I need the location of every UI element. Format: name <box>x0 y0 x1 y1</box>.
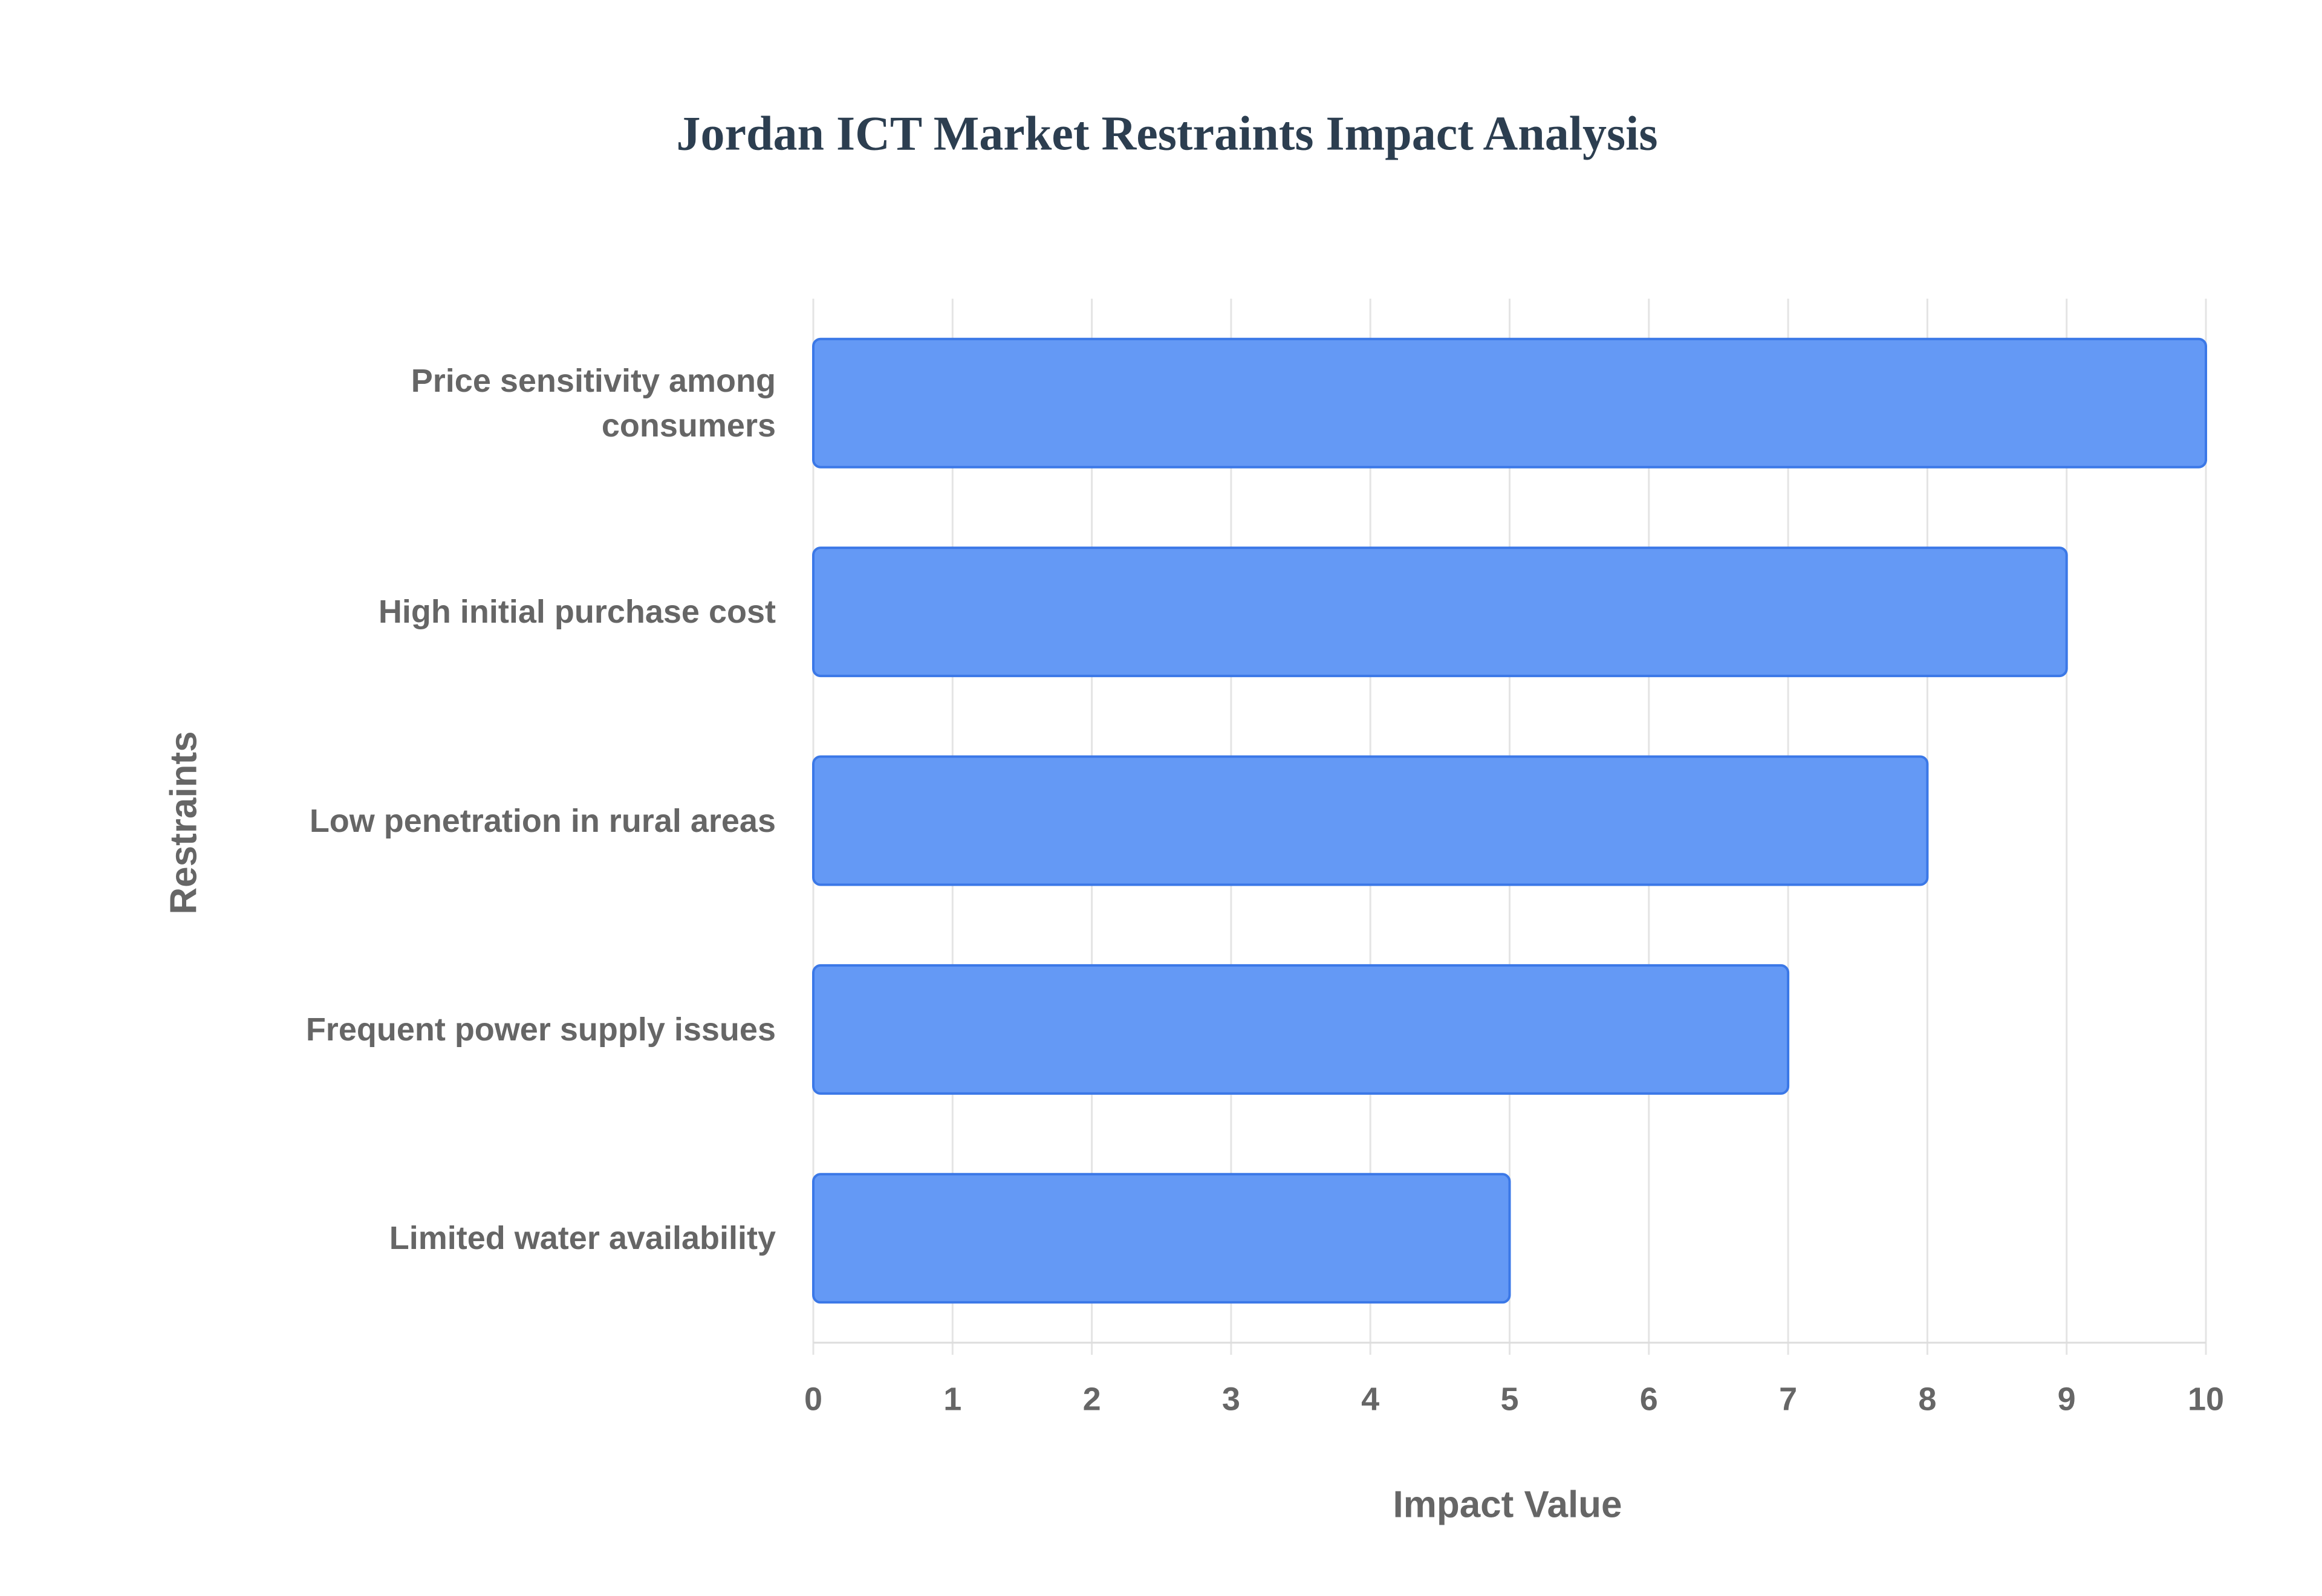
bar <box>812 547 2068 678</box>
y-axis-title: Restraints <box>163 731 204 914</box>
bar <box>812 755 1929 886</box>
x-tick-label: 1 <box>943 1381 961 1417</box>
y-tick-label: Price sensitivity among consumers <box>411 362 776 444</box>
x-tick-label: 7 <box>1779 1381 1797 1417</box>
chart-title: Jordan ICT Market Restraints Impact Anal… <box>676 107 1657 160</box>
x-tick-label: 0 <box>804 1381 822 1417</box>
x-tick-label: 2 <box>1083 1381 1101 1417</box>
x-axis-title: Impact Value <box>1393 1484 1622 1525</box>
y-tick-label: Frequent power supply issues <box>305 1011 776 1048</box>
bar <box>812 964 1790 1095</box>
bar <box>812 337 2207 469</box>
x-tick-label: 5 <box>1500 1381 1518 1417</box>
x-tick-label: 9 <box>2058 1381 2076 1417</box>
x-tick-label: 4 <box>1361 1381 1379 1417</box>
x-tick-label: 10 <box>2188 1381 2224 1417</box>
x-tick-label: 8 <box>1918 1381 1936 1417</box>
x-tick-label: 3 <box>1222 1381 1240 1417</box>
y-tick-label: Low penetration in rural areas <box>309 802 776 839</box>
y-tick-label: High initial purchase cost <box>378 594 776 631</box>
x-tick-label: 6 <box>1640 1381 1658 1417</box>
bar <box>812 1173 1511 1304</box>
y-tick-label: Limited water availability <box>389 1220 776 1257</box>
